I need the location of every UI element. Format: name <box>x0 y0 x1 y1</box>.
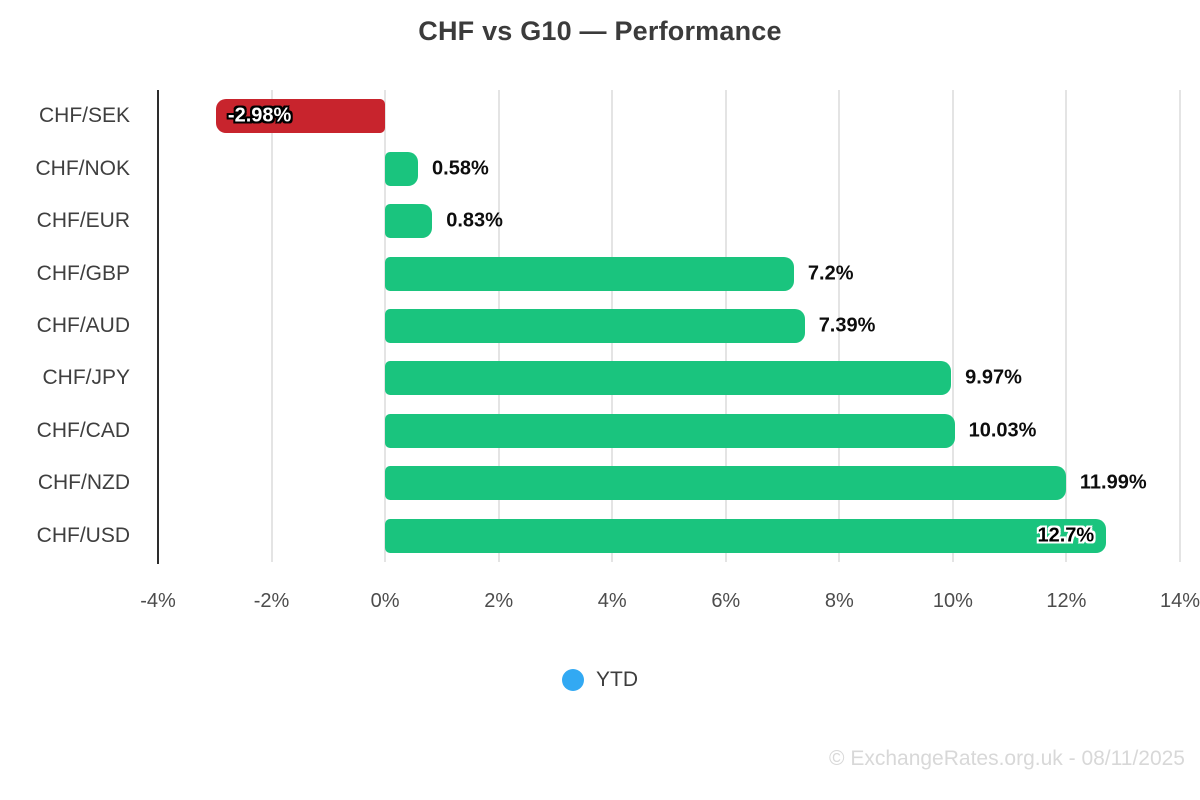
bar-value-label: 7.39% <box>818 314 876 337</box>
x-axis: -4% -2% 0% 2% 4% 6% 8% 10% 12% 14% <box>140 590 1200 620</box>
category-label: CHF/GBP <box>36 261 130 285</box>
bar-value-label: 0.83% <box>446 209 503 232</box>
category-label: CHF/NZD <box>37 471 130 495</box>
gridline <box>951 90 954 562</box>
bar-value-label: -2.98% <box>227 104 292 127</box>
legend: YTD <box>0 668 1200 692</box>
bar-chf-sek <box>215 99 386 134</box>
x-tick-label: 6% <box>711 590 741 612</box>
plot-area: -2.98% 0.58% 0.83% 7.2% 7.39% 9.97% 10.03% 11.9… <box>157 90 1181 564</box>
bar-chf-nok <box>385 151 419 186</box>
y-axis-line <box>157 90 159 564</box>
x-tick-label: 4% <box>597 590 627 612</box>
bar-chf-jpy <box>385 361 952 396</box>
bar-chf-aud <box>385 309 805 343</box>
x-tick-label: 10% <box>932 590 973 612</box>
gridline <box>1179 90 1181 562</box>
bar-value-label: 7.2% <box>807 262 854 285</box>
category-label: CHF/USD <box>36 523 130 547</box>
x-tick-label: 12% <box>1046 590 1087 612</box>
x-tick-label: 8% <box>824 590 854 612</box>
category-label: CHF/JPY <box>42 366 130 390</box>
gridline <box>1065 90 1068 562</box>
x-tick-label: 2% <box>484 590 514 612</box>
x-tick-label: -4% <box>140 590 176 612</box>
bar-chf-cad <box>385 413 955 448</box>
category-label: CHF/AUD <box>36 314 130 337</box>
bar-chf-usd <box>385 518 1107 553</box>
gridline <box>270 90 273 562</box>
bar-chf-gbp <box>385 256 794 291</box>
bar-chf-nzd <box>385 466 1066 501</box>
bar-value-label: 0.58% <box>432 157 489 180</box>
x-tick-label: -2% <box>253 590 290 612</box>
bar-value-label: 12.7% <box>1037 524 1095 547</box>
gridline <box>838 90 841 562</box>
bar-value-label: 11.99% <box>1079 471 1147 494</box>
category-label: CHF/CAD <box>36 418 130 442</box>
bar-value-label: 10.03% <box>968 419 1037 442</box>
x-tick-label: 0% <box>370 590 400 612</box>
x-tick-label: 14% <box>1159 590 1200 612</box>
chart-title: CHF vs G10 — Performance <box>418 16 782 46</box>
legend-dot-icon <box>562 669 584 691</box>
category-label: CHF/SEK <box>38 104 130 128</box>
category-label: CHF/NOK <box>35 156 131 180</box>
legend-label: YTD <box>596 668 638 691</box>
category-label: CHF/EUR <box>36 209 130 233</box>
bar-value-label: 9.97% <box>965 366 1022 389</box>
category-axis: CHF/SEK CHF/NOK CHF/EUR CHF/GBP CHF/AUD CHF/J… <box>0 90 131 562</box>
watermark: © ExchangeRates.org.uk - 08/11/2025 <box>829 747 1185 770</box>
bar-chf-eur <box>385 204 433 239</box>
